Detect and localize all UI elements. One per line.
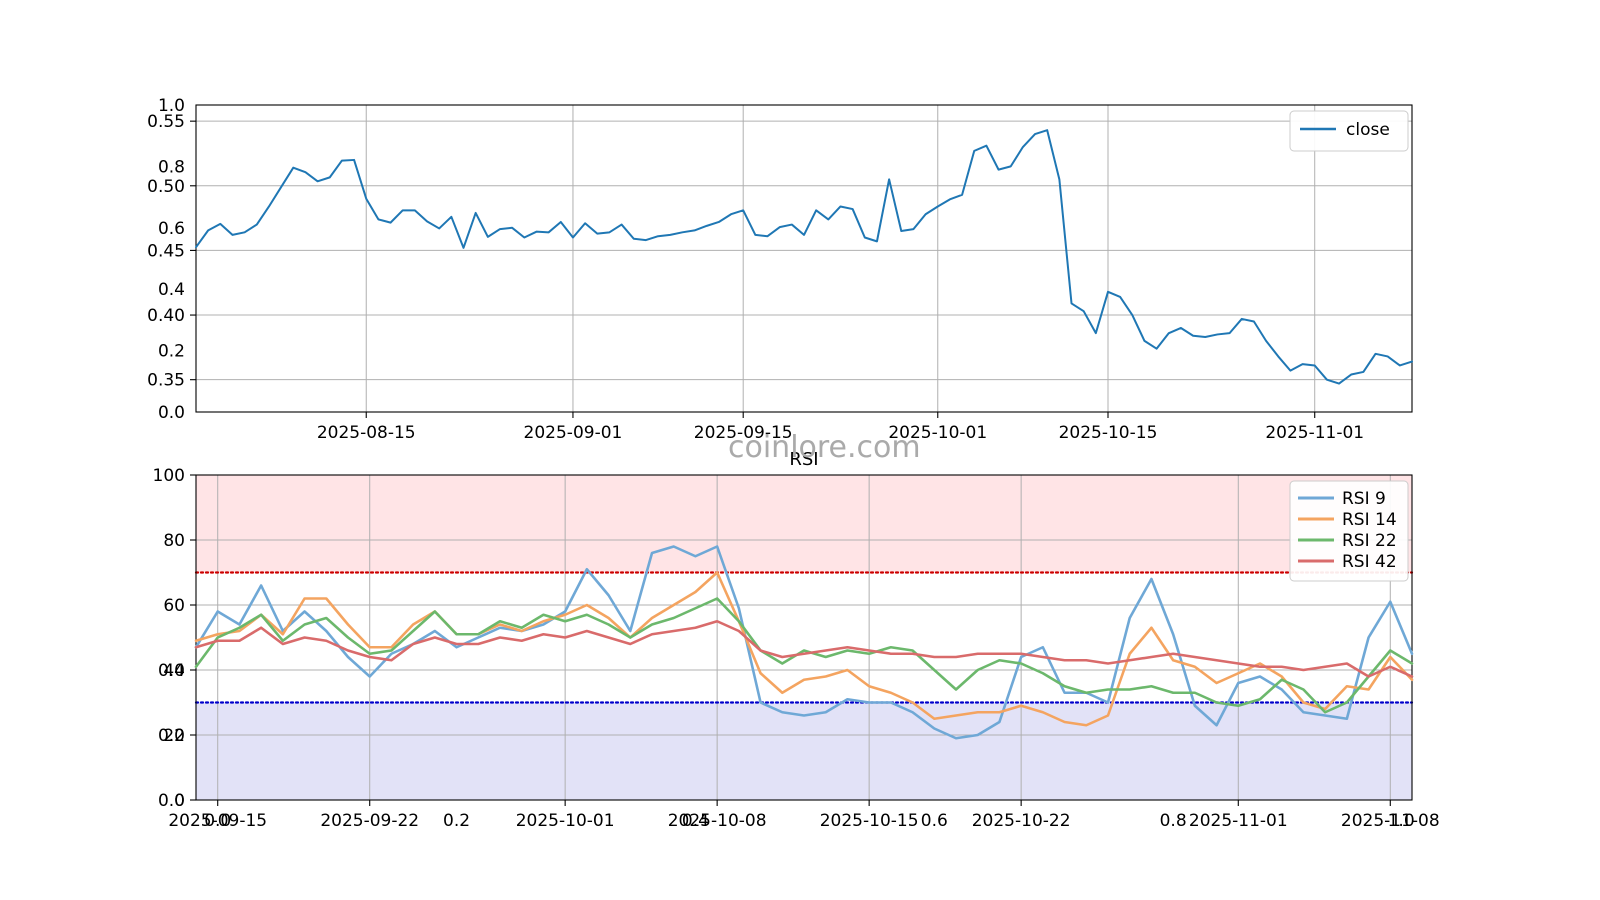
rsi-series-rsi-42 bbox=[194, 619, 1414, 678]
price-legend-label: close bbox=[1346, 120, 1390, 140]
rsi-title: RSI bbox=[789, 449, 818, 470]
rsi-band-oversold bbox=[196, 702, 1412, 800]
rsi-secondary-xtick-label: 0.6 bbox=[921, 811, 948, 831]
rsi-xtick-label: 2025-10-01 bbox=[516, 811, 615, 831]
rsi-xtick-label: 2025-11-08 bbox=[1341, 811, 1440, 831]
rsi-legend-label: RSI 14 bbox=[1342, 510, 1397, 530]
rsi-legend-label: RSI 22 bbox=[1342, 531, 1397, 551]
rsi-ytick-label: 0 bbox=[174, 791, 185, 811]
rsi-chart-svg: RSI 0 20 40 60 80 100 0.0 0.2 0.4 2025-09-15 2025-0… bbox=[153, 449, 1440, 831]
price-secondary-ytick-label: 0.2 bbox=[158, 342, 185, 362]
rsi-xtick-label: 2025-10-22 bbox=[972, 811, 1071, 831]
rsi-secondary-xtick-label: 0.2 bbox=[443, 811, 470, 831]
price-xtick-label: 2025-10-15 bbox=[1059, 423, 1158, 443]
rsi-secondary-xtick-label: 0.0 bbox=[204, 811, 231, 831]
price-chart-svg: 0.35 0.40 0.45 0.50 0.55 0.0 0.2 0.4 0.6 0.8 1.0 20… bbox=[147, 96, 1413, 443]
rsi-legend-label: RSI 42 bbox=[1342, 552, 1397, 572]
price-xtick-label: 2025-10-01 bbox=[888, 423, 987, 443]
price-xtick-label: 2025-08-15 bbox=[317, 423, 416, 443]
rsi-secondary-xtick-label: 1.0 bbox=[1388, 811, 1415, 831]
price-axes-frame bbox=[195, 104, 1413, 413]
rsi-secondary-xtick-label: 0.8 bbox=[1160, 811, 1187, 831]
rsi-xtick-label: 2025-09-15 bbox=[168, 811, 267, 831]
rsi-secondary-xtick-label: 0.4 bbox=[682, 811, 709, 831]
rsi-ytick-label: 40 bbox=[163, 661, 185, 681]
rsi-secondary-ytick-label: 0.4 bbox=[158, 661, 185, 681]
price-secondary-ytick-label: 0.4 bbox=[158, 280, 185, 300]
price-secondary-ytick-label: 0.6 bbox=[158, 219, 185, 239]
price-secondary-ytick-label: 0.0 bbox=[158, 403, 185, 423]
price-series-close bbox=[195, 129, 1413, 385]
rsi-xtick-label: 2025-11-01 bbox=[1189, 811, 1288, 831]
price-legend-box[interactable] bbox=[1289, 110, 1409, 152]
price-secondary-ytick-label: 0.8 bbox=[158, 157, 185, 177]
price-ytick-label: 0.35 bbox=[147, 371, 185, 391]
rsi-series-rsi-9 bbox=[194, 545, 1414, 740]
price-ytick-label: 0.45 bbox=[147, 241, 185, 261]
rsi-legend-label: RSI 9 bbox=[1342, 489, 1386, 509]
rsi-panel: RSI 0 20 40 60 80 100 0.0 0.2 0.4 2025-09-15 2025-0… bbox=[0, 440, 1600, 900]
price-xtick-label: 2025-09-01 bbox=[524, 423, 623, 443]
rsi-band-overbought bbox=[196, 475, 1412, 573]
rsi-ytick-label: 100 bbox=[153, 466, 185, 486]
price-ytick-label: 0.50 bbox=[147, 177, 185, 197]
price-secondary-ytick-label: 1.0 bbox=[158, 96, 185, 116]
watermark: coinlore.com bbox=[728, 430, 921, 465]
rsi-xtick-label: 2025-10-15 bbox=[820, 811, 919, 831]
price-panel: 0.35 0.40 0.45 0.50 0.55 0.0 0.2 0.4 0.6 0.8 1.0 20… bbox=[147, 96, 1413, 443]
rsi-xtick-label: 2025-10-08 bbox=[668, 811, 767, 831]
price-ytick-label: 0.55 bbox=[147, 112, 185, 132]
rsi-xtick-label: 2025-09-22 bbox=[320, 811, 419, 831]
price-xtick-label: 2025-11-01 bbox=[1265, 423, 1364, 443]
rsi-axes-frame bbox=[195, 474, 1413, 801]
rsi-ytick-label: 60 bbox=[163, 596, 185, 616]
rsi-series-rsi-14 bbox=[194, 571, 1414, 727]
rsi-ytick-label: 20 bbox=[163, 726, 185, 746]
rsi-ytick-label: 80 bbox=[163, 531, 185, 551]
price-ytick-label: 0.40 bbox=[147, 306, 185, 326]
watermark-text: coinlore.com bbox=[728, 430, 921, 465]
rsi-legend-box[interactable] bbox=[1289, 480, 1409, 582]
price-xtick-label: 2025-09-15 bbox=[694, 423, 793, 443]
rsi-series-rsi-22 bbox=[194, 597, 1414, 714]
rsi-secondary-ytick-label: 0.0 bbox=[158, 791, 185, 811]
rsi-secondary-ytick-label: 0.2 bbox=[158, 726, 185, 746]
